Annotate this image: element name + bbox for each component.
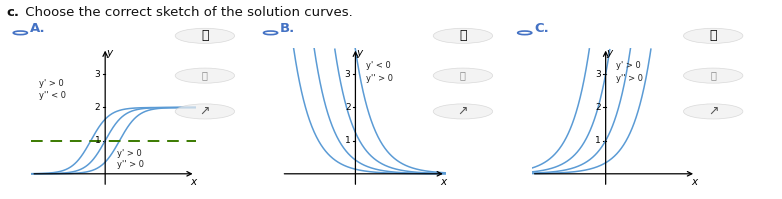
Text: y: y: [106, 48, 113, 58]
Text: y: y: [357, 48, 363, 58]
Text: 🔍: 🔍: [201, 29, 209, 42]
Text: 1: 1: [595, 136, 601, 145]
Text: 🔍: 🔍: [710, 71, 716, 81]
Text: 🔍: 🔍: [459, 29, 467, 42]
Text: y' < 0: y' < 0: [366, 61, 390, 70]
Text: y' > 0: y' > 0: [39, 79, 64, 88]
Text: 🔍: 🔍: [709, 29, 717, 42]
Text: c.: c.: [6, 6, 20, 19]
Text: y: y: [607, 48, 613, 58]
Text: y'' > 0: y'' > 0: [117, 160, 145, 169]
Text: A.: A.: [30, 22, 45, 35]
Text: y'' < 0: y'' < 0: [39, 91, 66, 100]
Text: 3: 3: [95, 70, 100, 79]
Text: ↗: ↗: [199, 105, 210, 118]
Text: 3: 3: [595, 70, 601, 79]
Text: ↗: ↗: [708, 105, 719, 118]
Text: 2: 2: [95, 103, 100, 112]
Text: y'' > 0: y'' > 0: [366, 74, 393, 83]
Text: ↗: ↗: [457, 105, 468, 118]
Text: 🔍: 🔍: [202, 71, 208, 81]
Text: x: x: [190, 177, 196, 187]
Text: x: x: [440, 177, 447, 187]
Text: 1: 1: [95, 136, 100, 145]
Text: 3: 3: [345, 70, 350, 79]
Text: y'' > 0: y'' > 0: [616, 74, 643, 83]
Text: 2: 2: [595, 103, 601, 112]
Text: y' > 0: y' > 0: [616, 61, 640, 70]
Text: Choose the correct sketch of the solution curves.: Choose the correct sketch of the solutio…: [21, 6, 353, 19]
Text: y' > 0: y' > 0: [117, 148, 142, 158]
Text: 1: 1: [345, 136, 350, 145]
Text: 🔍: 🔍: [460, 71, 466, 81]
Text: 2: 2: [345, 103, 350, 112]
Text: x: x: [691, 177, 697, 187]
Text: C.: C.: [534, 22, 549, 35]
Text: B.: B.: [280, 22, 296, 35]
